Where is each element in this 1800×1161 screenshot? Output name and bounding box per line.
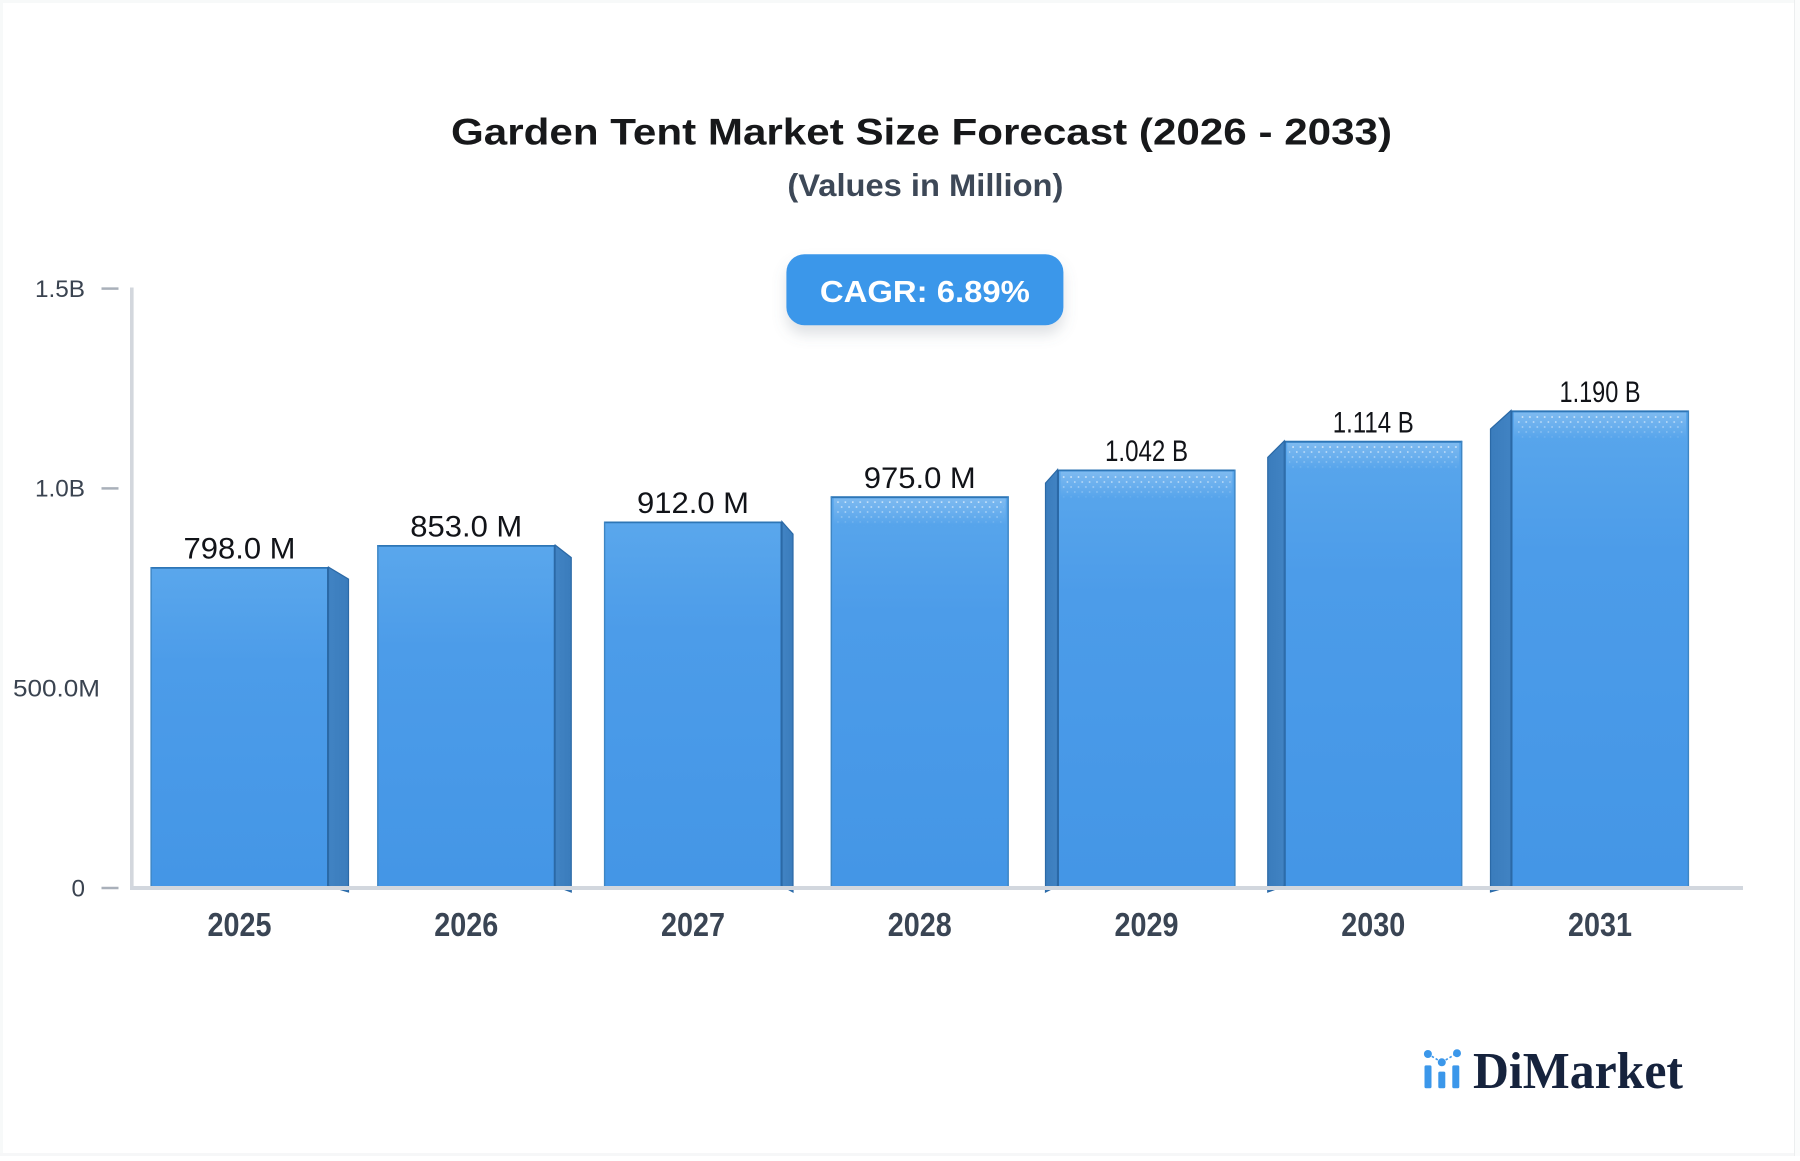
svg-text:1.114 B: 1.114 B xyxy=(1333,406,1414,439)
svg-text:CAGR: 6.89%: CAGR: 6.89% xyxy=(820,274,1030,309)
svg-text:500.0M: 500.0M xyxy=(13,676,100,703)
svg-text:1.042 B: 1.042 B xyxy=(1105,435,1188,468)
svg-text:2027: 2027 xyxy=(661,906,725,943)
svg-text:DiMarket: DiMarket xyxy=(1473,1043,1684,1100)
svg-text:0: 0 xyxy=(72,875,86,902)
svg-text:Garden Tent Market Size Foreca: Garden Tent Market Size Forecast (2026 -… xyxy=(451,111,1392,153)
svg-text:975.0 M: 975.0 M xyxy=(864,462,976,495)
svg-text:2025: 2025 xyxy=(208,906,272,943)
svg-text:(Values in Million): (Values in Million) xyxy=(787,167,1063,203)
svg-text:798.0 M: 798.0 M xyxy=(184,533,296,566)
svg-text:2029: 2029 xyxy=(1115,906,1179,943)
svg-text:2030: 2030 xyxy=(1341,906,1405,943)
svg-text:2028: 2028 xyxy=(888,906,952,943)
svg-text:1.5B: 1.5B xyxy=(35,276,85,303)
svg-text:2031: 2031 xyxy=(1568,906,1632,943)
svg-text:1.0B: 1.0B xyxy=(35,476,85,503)
svg-text:853.0 M: 853.0 M xyxy=(410,511,522,544)
svg-text:1.190 B: 1.190 B xyxy=(1560,376,1641,409)
svg-text:912.0 M: 912.0 M xyxy=(637,487,749,520)
svg-text:2026: 2026 xyxy=(434,906,498,943)
